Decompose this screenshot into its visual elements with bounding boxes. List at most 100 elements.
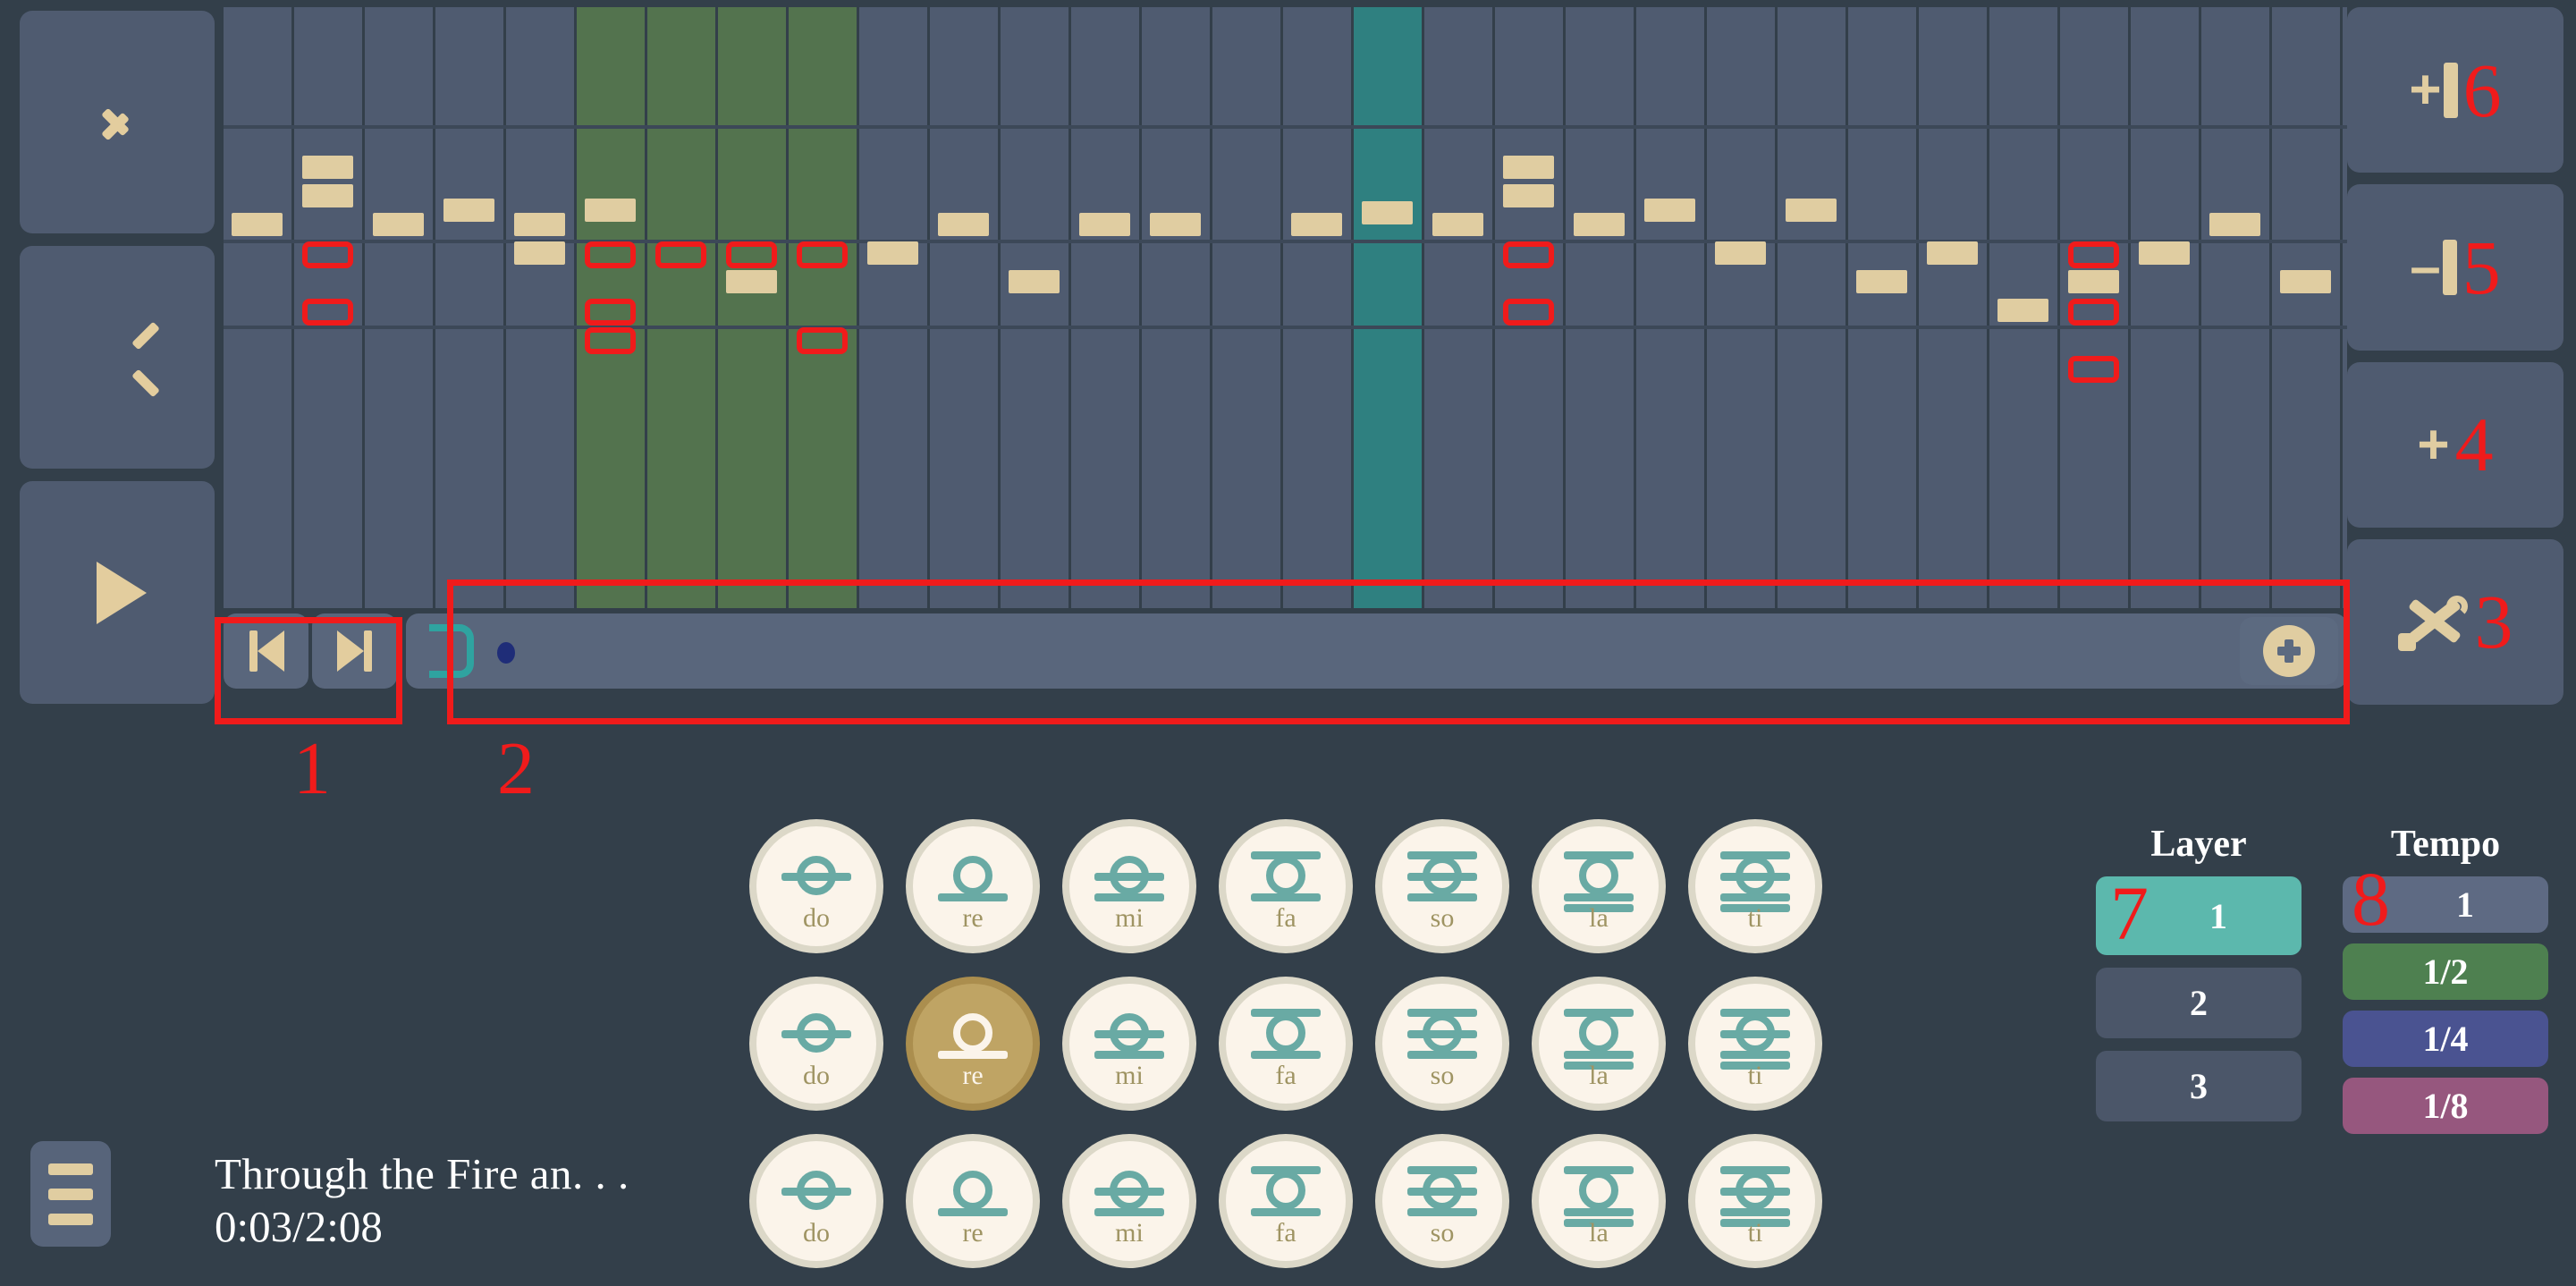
note-cell-empty[interactable]	[2068, 241, 2119, 268]
scroll-right-button[interactable]	[20, 11, 215, 233]
tools-button[interactable]: 3	[2347, 538, 2563, 705]
menu-button[interactable]	[30, 1141, 111, 1247]
solfege-key-so[interactable]: so	[1375, 1134, 1509, 1268]
timeline-playhead-dot[interactable]	[497, 642, 515, 664]
note-cell[interactable]	[1150, 213, 1201, 236]
note-cell[interactable]	[1856, 270, 1907, 293]
note-cell[interactable]	[2068, 270, 2119, 293]
grid-column[interactable]	[294, 7, 365, 608]
grid-column[interactable]	[1636, 7, 1707, 608]
note-cell[interactable]	[1786, 199, 1837, 222]
grid-column[interactable]	[1495, 7, 1566, 608]
note-cell[interactable]	[514, 213, 565, 236]
prev-track-button[interactable]	[224, 613, 308, 689]
note-cell-empty[interactable]	[585, 241, 636, 268]
note-cell[interactable]	[302, 184, 353, 207]
grid-column[interactable]	[2060, 7, 2131, 608]
note-cell[interactable]	[585, 199, 636, 222]
note-cell-empty[interactable]	[1503, 241, 1554, 268]
layer-option-2[interactable]: 2	[2096, 968, 2302, 1038]
note-cell[interactable]	[2139, 241, 2190, 265]
tempo-option-1-4[interactable]: 1/4	[2343, 1011, 2548, 1067]
note-cell[interactable]	[514, 241, 565, 265]
add-button[interactable]: +4	[2347, 361, 2563, 528]
solfege-key-do[interactable]: do	[749, 1134, 883, 1268]
note-cell-empty[interactable]	[302, 241, 353, 268]
note-cell-empty[interactable]	[585, 327, 636, 354]
grid-column[interactable]	[1142, 7, 1212, 608]
note-cell[interactable]	[1574, 213, 1625, 236]
scroll-left-button[interactable]	[20, 246, 215, 469]
solfege-key-re[interactable]: re	[906, 1134, 1040, 1268]
note-cell[interactable]	[867, 241, 918, 265]
grid-column[interactable]	[789, 7, 859, 608]
note-cell[interactable]	[2280, 270, 2331, 293]
remove-bar-button[interactable]: –5	[2347, 184, 2563, 351]
solfege-key-mi[interactable]: mi	[1062, 819, 1196, 953]
note-cell-empty[interactable]	[585, 299, 636, 326]
grid-column[interactable]	[1989, 7, 2060, 608]
note-cell[interactable]	[232, 213, 283, 236]
solfege-key-la[interactable]: la	[1532, 819, 1666, 953]
grid-column[interactable]	[1283, 7, 1354, 608]
solfege-key-mi[interactable]: mi	[1062, 977, 1196, 1111]
timeline-selection-bracket[interactable]	[429, 624, 474, 678]
grid-column[interactable]	[1707, 7, 1778, 608]
note-cell[interactable]	[1291, 213, 1342, 236]
note-cell[interactable]	[1503, 156, 1554, 179]
tempo-option-1-8[interactable]: 1/8	[2343, 1078, 2548, 1134]
note-cell[interactable]	[443, 199, 494, 222]
play-button[interactable]	[20, 481, 215, 704]
solfege-key-fa[interactable]: fa	[1219, 977, 1353, 1111]
solfege-key-do[interactable]: do	[749, 819, 883, 953]
note-cell[interactable]	[302, 156, 353, 179]
grid-column[interactable]	[1566, 7, 1636, 608]
note-cell[interactable]	[1503, 184, 1554, 207]
note-cell[interactable]	[1644, 199, 1695, 222]
note-cell[interactable]	[1432, 213, 1483, 236]
note-cell-empty[interactable]	[2068, 356, 2119, 383]
note-cell[interactable]	[726, 270, 777, 293]
solfege-key-re[interactable]: re	[906, 819, 1040, 953]
grid-column[interactable]	[1848, 7, 1919, 608]
solfege-key-la[interactable]: la	[1532, 1134, 1666, 1268]
solfege-key-re[interactable]: re	[906, 977, 1040, 1111]
grid-column[interactable]	[435, 7, 506, 608]
grid-column[interactable]	[365, 7, 435, 608]
next-track-button[interactable]	[312, 613, 397, 689]
note-cell[interactable]	[1362, 201, 1413, 225]
grid-column[interactable]	[1424, 7, 1495, 608]
note-cell[interactable]	[1927, 241, 1978, 265]
note-cell[interactable]	[1997, 299, 2048, 322]
note-cell[interactable]	[2209, 213, 2260, 236]
layer-option-3[interactable]: 3	[2096, 1051, 2302, 1121]
timeline-add-button[interactable]	[2240, 617, 2338, 685]
grid-column[interactable]	[506, 7, 577, 608]
note-cell[interactable]	[1079, 213, 1130, 236]
grid-column[interactable]	[1919, 7, 1989, 608]
solfege-key-ti[interactable]: ti	[1688, 977, 1822, 1111]
note-cell-empty[interactable]	[655, 241, 706, 268]
note-cell-empty[interactable]	[2068, 299, 2119, 326]
solfege-key-so[interactable]: so	[1375, 977, 1509, 1111]
note-cell[interactable]	[1009, 270, 1060, 293]
note-cell-empty[interactable]	[302, 299, 353, 326]
grid-column[interactable]	[859, 7, 930, 608]
solfege-key-ti[interactable]: ti	[1688, 819, 1822, 953]
solfege-key-fa[interactable]: fa	[1219, 1134, 1353, 1268]
grid-column[interactable]	[224, 7, 294, 608]
note-cell-empty[interactable]	[797, 327, 848, 354]
note-cell-empty[interactable]	[797, 241, 848, 268]
note-cell[interactable]	[938, 213, 989, 236]
solfege-key-mi[interactable]: mi	[1062, 1134, 1196, 1268]
tempo-option-1-2[interactable]: 1/2	[2343, 943, 2548, 1000]
grid-column[interactable]	[2272, 7, 2343, 608]
grid-column[interactable]	[2131, 7, 2201, 608]
solfege-key-fa[interactable]: fa	[1219, 819, 1353, 953]
add-bar-button[interactable]: +6	[2347, 7, 2563, 173]
grid-column[interactable]	[2201, 7, 2272, 608]
note-cell[interactable]	[373, 213, 424, 236]
note-cell-empty[interactable]	[1503, 299, 1554, 326]
